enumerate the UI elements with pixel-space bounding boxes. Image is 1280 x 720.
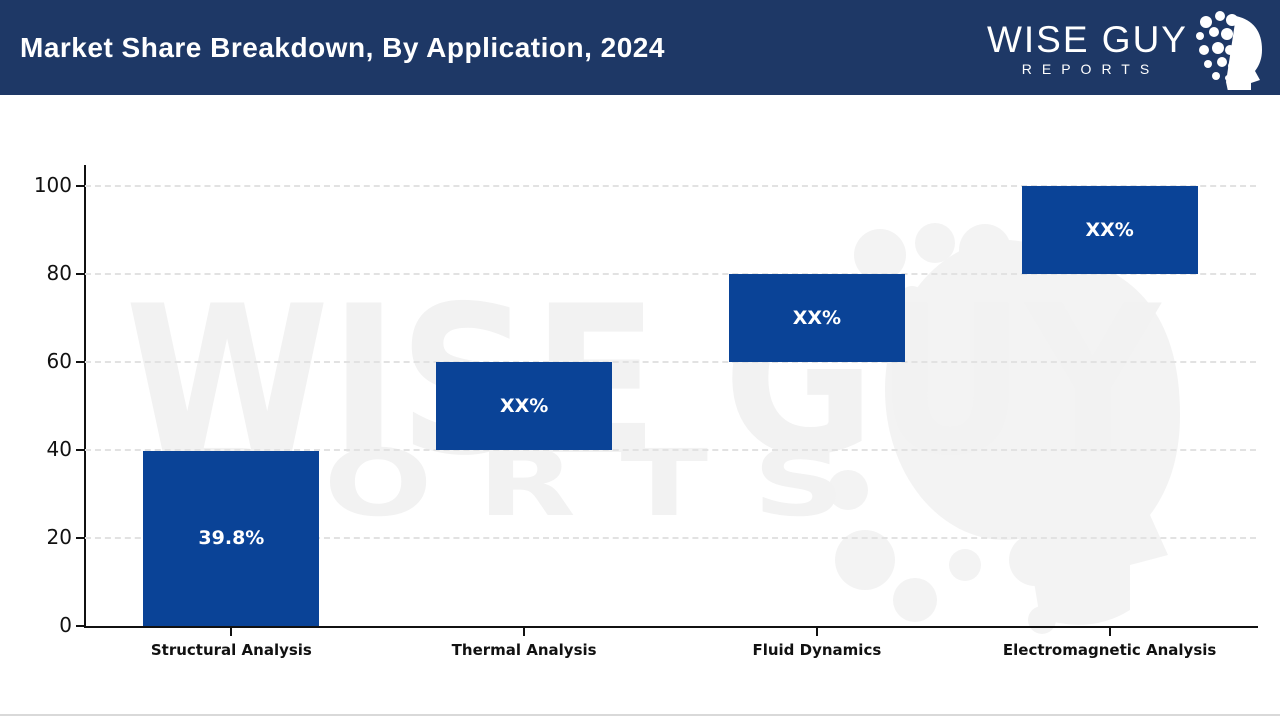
x-tick-0	[230, 628, 233, 636]
brand-name: WISE GUY	[986, 18, 1188, 60]
y-tick-0	[76, 625, 84, 627]
y-tick-100	[76, 185, 84, 187]
bar-value-label: XX%	[1085, 219, 1134, 241]
bar-0: 39.8%	[143, 450, 320, 626]
header-bar: Market Share Breakdown, By Application, …	[0, 0, 1280, 95]
brand-logo-text: WISE GUY REPORTS	[986, 18, 1188, 77]
y-tick-40	[76, 449, 84, 451]
y-tick-60	[76, 361, 84, 363]
y-axis-line	[84, 165, 86, 628]
gridline-40	[85, 449, 1256, 451]
y-tick-label-60: 60	[46, 349, 72, 373]
x-category-label: Thermal Analysis	[451, 641, 597, 659]
bar-2: XX%	[728, 274, 905, 362]
x-tick-1	[523, 628, 526, 636]
y-tick-label-20: 20	[46, 525, 72, 549]
gridline-20	[85, 537, 1256, 539]
x-category-label: Electromagnetic Analysis	[1002, 641, 1217, 659]
x-category-label: Fluid Dynamics	[752, 641, 882, 659]
x-category-label: Structural Analysis	[150, 641, 312, 659]
waterfall-chart: 0 20 40 60 80 100 39.8% Structural Analysis XX% T…	[0, 95, 1280, 720]
bar-value-label: 39.8%	[198, 527, 265, 550]
y-tick-label-100: 100	[33, 173, 72, 197]
page-title: Market Share Breakdown, By Application, …	[20, 31, 665, 63]
x-tick-2	[815, 628, 818, 636]
bar-value-label: XX%	[792, 307, 842, 329]
x-tick-3	[1108, 628, 1111, 636]
brand-subname: REPORTS	[1021, 60, 1160, 77]
brand-logo: WISE GUY REPORTS	[987, 6, 1266, 90]
head-profile-icon	[1196, 11, 1262, 90]
x-axis-line	[84, 626, 1258, 628]
gridline-100	[85, 185, 1256, 187]
bar-3: XX%	[1021, 186, 1198, 274]
bar-value-label: XX%	[499, 395, 549, 417]
y-tick-label-80: 80	[46, 261, 72, 285]
y-tick-label-0: 0	[59, 613, 72, 637]
y-tick-80	[76, 273, 84, 275]
y-tick-label-40: 40	[46, 437, 72, 461]
gridline-80	[85, 273, 1256, 275]
y-tick-20	[76, 537, 84, 539]
footer-rule	[0, 714, 1280, 716]
bar-1: XX%	[436, 362, 613, 450]
gridline-60	[85, 361, 1256, 363]
